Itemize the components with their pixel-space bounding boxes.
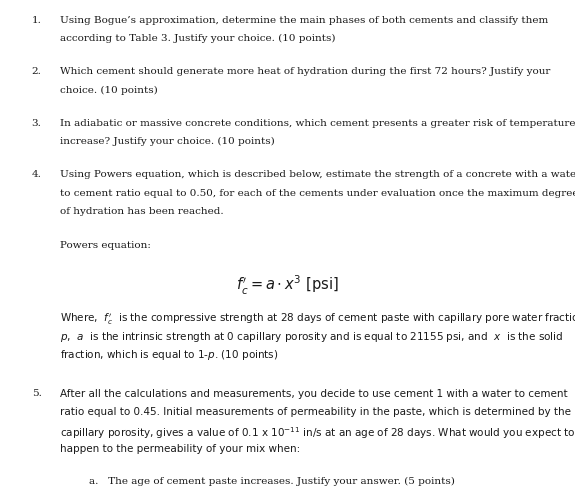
Text: Using Bogue’s approximation, determine the main phases of both cements and class: Using Bogue’s approximation, determine t… [60, 16, 549, 25]
Text: $f_c^{\prime} = a \cdot x^3\ \mathrm{[psi]}$: $f_c^{\prime} = a \cdot x^3\ \mathrm{[ps… [236, 274, 339, 297]
Text: ratio equal to 0.45. Initial measurements of permeability in the paste, which is: ratio equal to 0.45. Initial measurement… [60, 407, 572, 417]
Text: 1.: 1. [32, 16, 41, 25]
Text: a.   The age of cement paste increases. Justify your answer. (5 points): a. The age of cement paste increases. Ju… [89, 477, 455, 486]
Text: of hydration has been reached.: of hydration has been reached. [60, 207, 224, 216]
Text: $p$,  $a$  is the intrinsic strength at 0 capillary porosity and is equal to 211: $p$, $a$ is the intrinsic strength at 0 … [60, 330, 564, 344]
Text: Using Powers equation, which is described below, estimate the strength of a conc: Using Powers equation, which is describe… [60, 170, 575, 179]
Text: After all the calculations and measurements, you decide to use cement 1 with a w: After all the calculations and measureme… [60, 388, 568, 399]
Text: Which cement should generate more heat of hydration during the first 72 hours? J: Which cement should generate more heat o… [60, 67, 551, 76]
Text: Powers equation:: Powers equation: [60, 241, 151, 250]
Text: 5.: 5. [32, 388, 41, 398]
Text: according to Table 3. Justify your choice. (10 points): according to Table 3. Justify your choic… [60, 34, 336, 43]
Text: to cement ratio equal to 0.50, for each of the cements under evaluation once the: to cement ratio equal to 0.50, for each … [60, 189, 575, 198]
Text: Where,  $f_c^{\prime}$  is the compressive strength at 28 days of cement paste w: Where, $f_c^{\prime}$ is the compressive… [60, 311, 575, 327]
Text: fraction, which is equal to 1-$p$. (10 points): fraction, which is equal to 1-$p$. (10 p… [60, 348, 279, 362]
Text: 2.: 2. [32, 67, 41, 76]
Text: In adiabatic or massive concrete conditions, which cement presents a greater ris: In adiabatic or massive concrete conditi… [60, 119, 575, 128]
Text: 3.: 3. [32, 119, 41, 128]
Text: 4.: 4. [32, 170, 41, 179]
Text: happen to the permeability of your mix when:: happen to the permeability of your mix w… [60, 444, 301, 454]
Text: choice. (10 points): choice. (10 points) [60, 86, 158, 95]
Text: increase? Justify your choice. (10 points): increase? Justify your choice. (10 point… [60, 137, 275, 146]
Text: capillary porosity, gives a value of 0.1 x 10$^{-11}$ in/s at an age of 28 days.: capillary porosity, gives a value of 0.1… [60, 425, 575, 441]
